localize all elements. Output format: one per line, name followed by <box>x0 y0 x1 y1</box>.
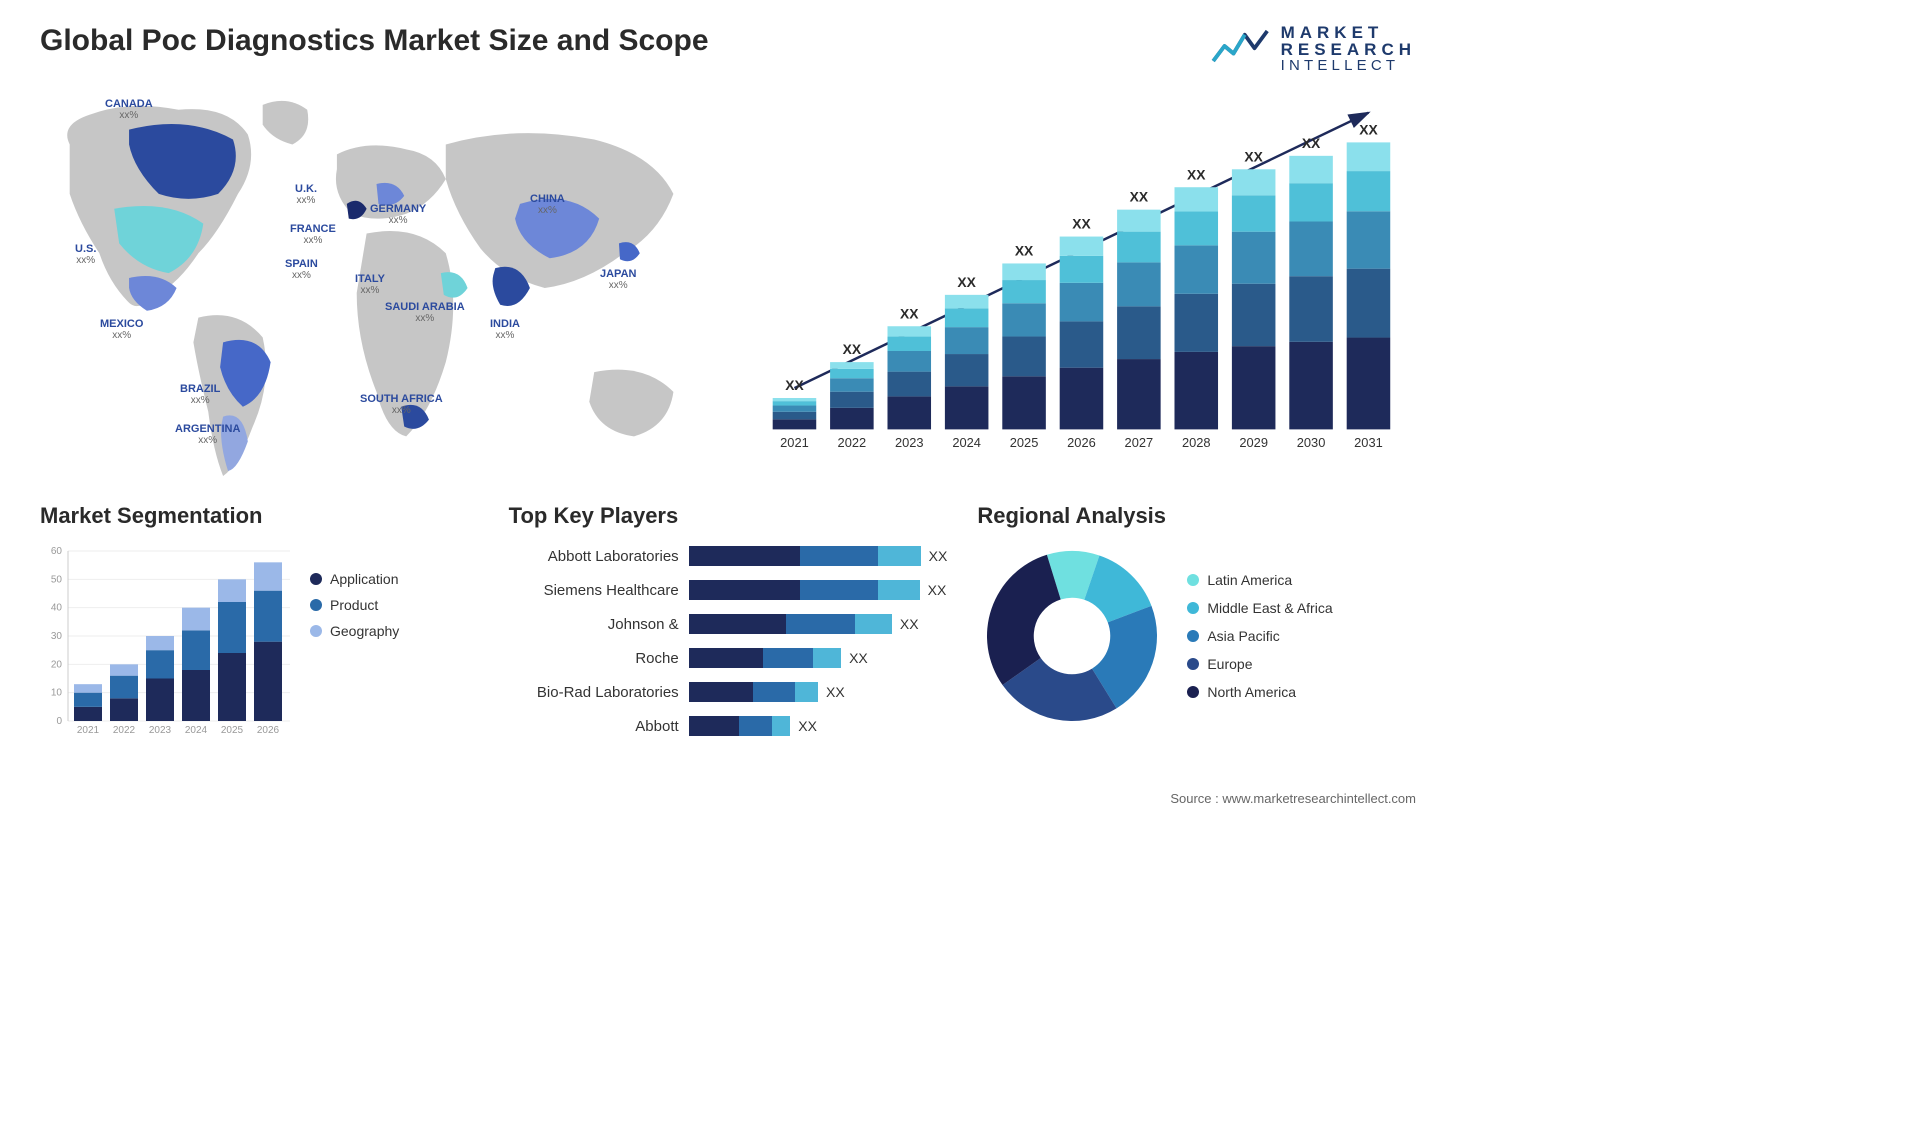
legend-item: Europe <box>1187 656 1332 672</box>
svg-text:XX: XX <box>1359 121 1378 137</box>
country-label: MEXICOxx% <box>100 318 143 341</box>
svg-text:2022: 2022 <box>838 435 867 450</box>
svg-text:2029: 2029 <box>1239 435 1268 450</box>
legend-item: Application <box>310 571 399 587</box>
brand-logo: MARKET RESEARCH INTELLECT <box>1211 24 1416 73</box>
svg-text:2023: 2023 <box>895 435 924 450</box>
svg-text:XX: XX <box>1187 166 1206 182</box>
player-row: Siemens Healthcare XX <box>509 575 948 605</box>
legend-item: North America <box>1187 684 1332 700</box>
logo-text-1: MARKET <box>1281 24 1416 41</box>
forecast-chart-panel: XX 2021 XX 2022 XX 2023 XX 2024 XX 2025 XX 2026 XX 20… <box>743 83 1416 483</box>
country-label: JAPANxx% <box>600 268 636 291</box>
svg-text:XX: XX <box>1072 216 1091 232</box>
player-label: Roche <box>509 650 689 667</box>
player-label: Johnson & <box>509 616 689 633</box>
regional-panel: Regional Analysis Latin America Middle Ea… <box>977 503 1416 741</box>
svg-text:40: 40 <box>51 603 63 614</box>
segmentation-panel: Market Segmentation 0 10 20 30 40 50 60 2021 202… <box>40 503 479 741</box>
svg-text:2023: 2023 <box>149 725 172 736</box>
country-label: GERMANYxx% <box>370 203 426 226</box>
country-label: U.K.xx% <box>295 183 317 206</box>
player-value: XX <box>826 684 845 700</box>
legend-item: Asia Pacific <box>1187 628 1332 644</box>
svg-text:30: 30 <box>51 631 63 642</box>
svg-text:2024: 2024 <box>185 725 208 736</box>
regional-legend: Latin America Middle East & Africa Asia Pa… <box>1187 572 1332 700</box>
legend-item: Geography <box>310 623 399 639</box>
player-label: Abbott Laboratories <box>509 548 689 565</box>
svg-text:2027: 2027 <box>1125 435 1154 450</box>
svg-text:2026: 2026 <box>257 725 280 736</box>
svg-text:XX: XX <box>843 341 862 357</box>
logo-text-3: INTELLECT <box>1281 58 1416 73</box>
player-label: Bio-Rad Laboratories <box>509 684 689 701</box>
legend-item: Middle East & Africa <box>1187 600 1332 616</box>
svg-text:0: 0 <box>56 716 62 727</box>
country-label: FRANCExx% <box>290 223 336 246</box>
segmentation-chart: 0 10 20 30 40 50 60 2021 2022 2023 2024 2025 2026 <box>40 541 290 741</box>
players-title: Top Key Players <box>509 503 948 529</box>
svg-text:2022: 2022 <box>113 725 136 736</box>
player-value: XX <box>849 650 868 666</box>
svg-text:XX: XX <box>1130 189 1149 205</box>
player-row: Abbott XX <box>509 711 948 741</box>
svg-text:2024: 2024 <box>952 435 981 450</box>
svg-text:20: 20 <box>51 659 63 670</box>
svg-text:XX: XX <box>900 305 919 321</box>
player-label: Abbott <box>509 718 689 735</box>
svg-text:XX: XX <box>1244 148 1263 164</box>
player-value: XX <box>900 616 919 632</box>
country-label: U.S.xx% <box>75 243 96 266</box>
country-label: ARGENTINAxx% <box>175 423 240 446</box>
logo-mark-icon <box>1211 26 1271 71</box>
player-row: Johnson & XX <box>509 609 948 639</box>
svg-text:2028: 2028 <box>1182 435 1211 450</box>
country-label: INDIAxx% <box>490 318 520 341</box>
players-chart: Abbott Laboratories XX Siemens Healthcare X… <box>509 541 948 741</box>
svg-text:2031: 2031 <box>1354 435 1383 450</box>
player-row: Roche XX <box>509 643 948 673</box>
svg-text:2021: 2021 <box>780 435 809 450</box>
svg-text:2030: 2030 <box>1297 435 1326 450</box>
svg-text:XX: XX <box>785 377 804 393</box>
country-label: BRAZILxx% <box>180 383 220 406</box>
svg-text:2026: 2026 <box>1067 435 1096 450</box>
svg-text:10: 10 <box>51 688 63 699</box>
country-label: SOUTH AFRICAxx% <box>360 393 443 416</box>
svg-text:XX: XX <box>957 274 976 290</box>
legend-item: Product <box>310 597 399 613</box>
svg-text:2025: 2025 <box>221 725 244 736</box>
player-row: Abbott Laboratories XX <box>509 541 948 571</box>
legend-item: Latin America <box>1187 572 1332 588</box>
source-attribution: Source : www.marketresearchintellect.com <box>1170 791 1416 806</box>
country-label: CHINAxx% <box>530 193 565 216</box>
forecast-bar-chart: XX 2021 XX 2022 XX 2023 XX 2024 XX 2025 XX 2026 XX 20… <box>743 83 1416 459</box>
logo-text-2: RESEARCH <box>1281 41 1416 58</box>
country-label: SPAINxx% <box>285 258 318 281</box>
regional-title: Regional Analysis <box>977 503 1416 529</box>
world-map-panel: CANADAxx% U.S.xx% MEXICOxx% BRAZILxx% ARGENT… <box>40 83 713 483</box>
svg-text:XX: XX <box>1302 135 1321 151</box>
segmentation-legend: Application Product Geography <box>310 541 399 639</box>
player-label: Siemens Healthcare <box>509 582 689 599</box>
segmentation-title: Market Segmentation <box>40 503 479 529</box>
country-label: SAUDI ARABIAxx% <box>385 301 465 324</box>
country-label: CANADAxx% <box>105 98 153 121</box>
svg-text:XX: XX <box>1015 243 1034 259</box>
player-value: XX <box>928 582 947 598</box>
player-value: XX <box>929 548 948 564</box>
player-value: XX <box>798 718 817 734</box>
svg-text:60: 60 <box>51 546 63 557</box>
player-row: Bio-Rad Laboratories XX <box>509 677 948 707</box>
svg-text:50: 50 <box>51 574 63 585</box>
regional-donut-chart <box>977 541 1167 731</box>
country-label: ITALYxx% <box>355 273 385 296</box>
svg-text:2025: 2025 <box>1010 435 1039 450</box>
players-panel: Top Key Players Abbott LaboratoriesXXSie… <box>509 503 948 741</box>
page-title: Global Poc Diagnostics Market Size and S… <box>40 24 709 58</box>
svg-text:2021: 2021 <box>77 725 100 736</box>
